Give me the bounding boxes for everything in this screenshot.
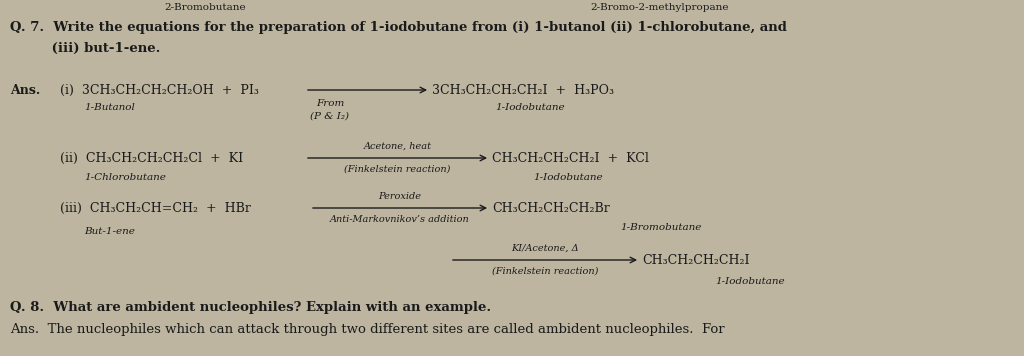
Text: 1‑Bromobutane: 1‑Bromobutane: [620, 224, 701, 232]
Text: KI/Acetone, Δ: KI/Acetone, Δ: [511, 244, 579, 253]
Text: From: From: [315, 99, 344, 108]
Text: 1‑Iodobutane: 1‑Iodobutane: [534, 173, 603, 183]
Text: (ii)  CH₃CH₂CH₂CH₂Cl  +  KI: (ii) CH₃CH₂CH₂CH₂Cl + KI: [60, 152, 243, 164]
Text: 3CH₃CH₂CH₂CH₂I  +  H₃PO₃: 3CH₃CH₂CH₂CH₂I + H₃PO₃: [432, 84, 614, 96]
Text: 2‑Bromo‑2‑methylpropane: 2‑Bromo‑2‑methylpropane: [591, 4, 729, 12]
Text: (i)  3CH₃CH₂CH₂CH₂OH  +  PI₃: (i) 3CH₃CH₂CH₂CH₂OH + PI₃: [60, 84, 259, 96]
Text: 1‑Iodobutane: 1‑Iodobutane: [496, 104, 565, 112]
Text: Anti‑Markovnikov’s addition: Anti‑Markovnikov’s addition: [330, 215, 470, 224]
Text: 1‑Iodobutane: 1‑Iodobutane: [715, 277, 784, 287]
Text: Q. 7.  Write the equations for the preparation of 1-iodobutane from (i) 1-butano: Q. 7. Write the equations for the prepar…: [10, 21, 786, 35]
Text: CH₃CH₂CH₂CH₂I: CH₃CH₂CH₂CH₂I: [642, 253, 750, 267]
Text: Acetone, heat: Acetone, heat: [364, 142, 431, 151]
Text: 2‑Bromobutane: 2‑Bromobutane: [164, 4, 246, 12]
Text: Ans.  The nucleophiles which can attack through two different sites are called a: Ans. The nucleophiles which can attack t…: [10, 324, 725, 336]
Text: Peroxide: Peroxide: [379, 192, 422, 201]
Text: (P & I₂): (P & I₂): [310, 111, 349, 120]
Text: (iii) but-1-ene.: (iii) but-1-ene.: [10, 42, 161, 54]
Text: (Finkelstein reaction): (Finkelstein reaction): [492, 267, 598, 276]
Text: 1‑Butanol: 1‑Butanol: [85, 104, 135, 112]
Text: CH₃CH₂CH₂CH₂Br: CH₃CH₂CH₂CH₂Br: [492, 201, 609, 215]
Text: Ans.: Ans.: [10, 84, 40, 96]
Text: CH₃CH₂CH₂CH₂I  +  KCl: CH₃CH₂CH₂CH₂I + KCl: [492, 152, 649, 164]
Text: Q. 8.  What are ambident nucleophiles? Explain with an example.: Q. 8. What are ambident nucleophiles? Ex…: [10, 302, 492, 314]
Text: But‑1‑ene: But‑1‑ene: [85, 227, 135, 236]
Text: (Finkelstein reaction): (Finkelstein reaction): [344, 165, 451, 174]
Text: 1‑Chlorobutane: 1‑Chlorobutane: [84, 173, 166, 183]
Text: (iii)  CH₃CH₂CH=CH₂  +  HBr: (iii) CH₃CH₂CH=CH₂ + HBr: [60, 201, 251, 215]
